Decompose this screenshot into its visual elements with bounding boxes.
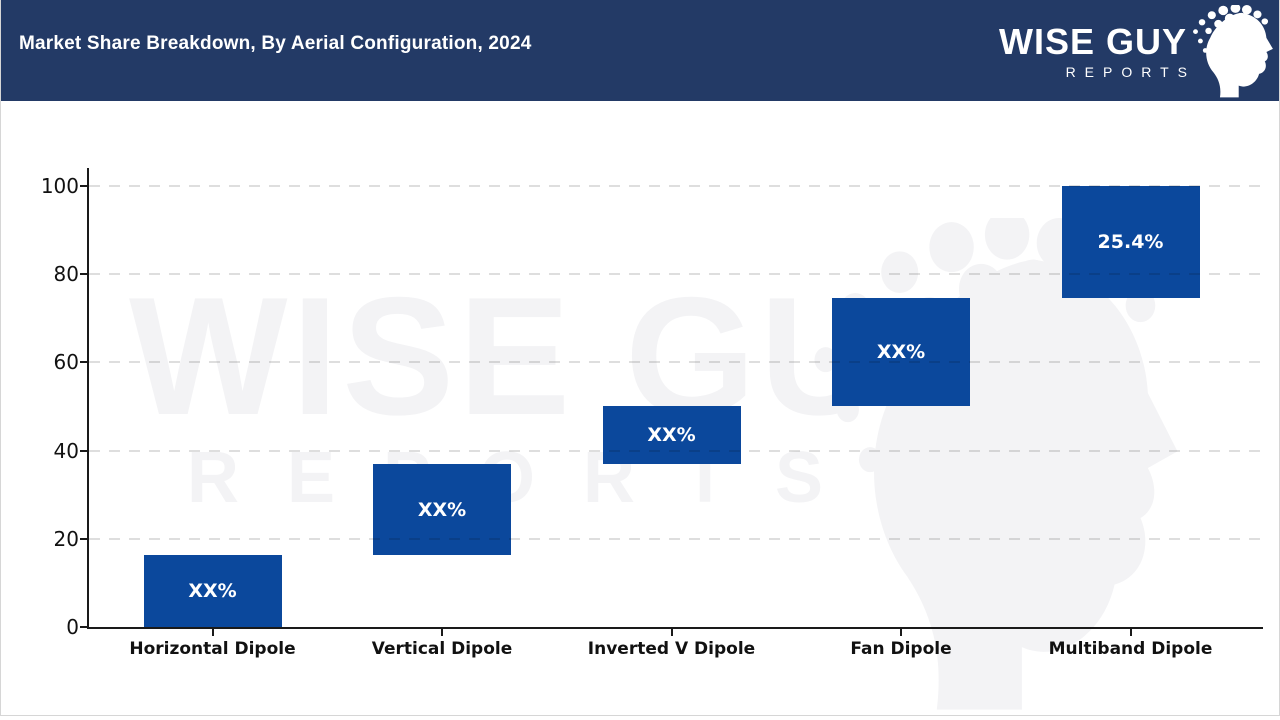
x-tick-mark — [441, 629, 443, 636]
gridline-20 — [89, 537, 1263, 540]
y-tick-mark-60 — [80, 361, 87, 364]
y-axis-line — [87, 168, 89, 629]
y-tick-mark-40 — [80, 449, 87, 452]
bar-segment: XX% — [373, 464, 511, 556]
bar-value-label: XX% — [188, 580, 237, 603]
x-tick-mark — [900, 629, 902, 636]
header-bar: Market Share Breakdown, By Aerial Config… — [1, 0, 1279, 101]
logo-wordmark: WISE GUY REPORTS — [998, 21, 1187, 81]
x-category-label: Fan Dipole — [850, 639, 952, 659]
bar-segment: XX% — [143, 555, 282, 627]
bar-value-label: XX% — [647, 423, 696, 446]
bar-value-label: XX% — [417, 498, 467, 521]
bar-segment: XX% — [832, 298, 970, 406]
y-tick-mark-80 — [80, 273, 87, 276]
bar-segment: 25.4% — [1061, 186, 1200, 298]
y-tick-mark-100 — [80, 185, 87, 187]
bar-segment: XX% — [602, 405, 741, 465]
brand-logo: WISE GUY REPORTS — [989, 0, 1279, 101]
logo-head-icon — [1193, 5, 1273, 98]
x-tick-mark — [670, 629, 673, 636]
x-category-label: Horizontal Dipole — [129, 639, 296, 659]
logo-wordmark-line1: WISE GUY — [998, 21, 1187, 62]
gridline-60 — [89, 361, 1263, 364]
gridline-100 — [89, 185, 1263, 187]
x-category-label: Inverted V Dipole — [587, 639, 756, 659]
y-tick-label-80: 80 — [53, 262, 79, 287]
x-tick-mark — [1129, 629, 1132, 636]
watermark-subtitle: REPORTS — [187, 438, 872, 518]
y-tick-label-60: 60 — [53, 350, 79, 375]
y-tick-mark-20 — [80, 537, 87, 540]
bar-value-label: XX% — [876, 340, 926, 363]
gridline-80 — [89, 273, 1263, 276]
x-category-label: Vertical Dipole — [371, 639, 513, 659]
gridline-40 — [89, 449, 1263, 452]
y-tick-label-40: 40 — [53, 438, 79, 463]
y-tick-label-20: 20 — [53, 526, 79, 551]
logo-wordmark-line2: REPORTS — [1065, 64, 1196, 80]
bar-value-label: 25.4% — [1097, 231, 1164, 253]
x-axis-line — [87, 627, 1263, 629]
x-tick-mark — [211, 629, 214, 636]
y-tick-mark-0 — [80, 626, 87, 628]
y-tick-label-0: 0 — [66, 615, 79, 639]
y-tick-label-100: 100 — [40, 174, 79, 198]
x-category-label: Multiband Dipole — [1048, 639, 1213, 659]
chart-title: Market Share Breakdown, By Aerial Config… — [19, 33, 532, 54]
